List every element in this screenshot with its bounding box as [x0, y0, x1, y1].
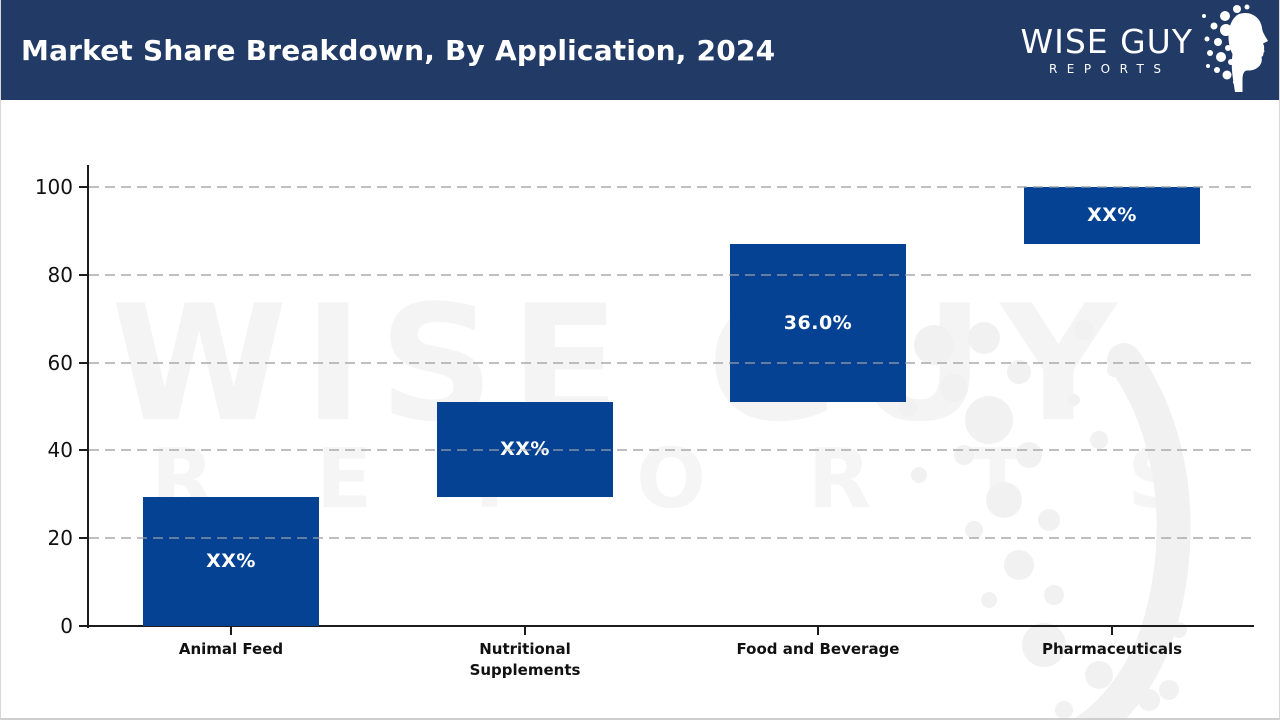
gridline-overlay: [89, 361, 1254, 364]
x-axis-tick: [817, 627, 819, 635]
gridline-overlay: [89, 273, 1254, 276]
x-axis-tick: [1111, 627, 1113, 635]
chart-area: WISE GUY REPORTS 0 20 40 60 80 100 XX% Animal F…: [1, 100, 1279, 718]
x-axis-tick: [524, 627, 526, 635]
bar-value-label: 36.0%: [783, 311, 853, 334]
x-axis-line: [87, 625, 1254, 627]
logo-wordmark: WISE GUY: [1020, 21, 1193, 61]
y-axis-tick-label: 40: [47, 438, 73, 463]
logo-subtitle: REPORTS: [1048, 61, 1171, 76]
y-axis-tick: [79, 449, 87, 452]
y-axis-tick: [79, 361, 87, 364]
y-axis-tick-label: 80: [47, 262, 73, 287]
page-title: Market Share Breakdown, By Application, …: [21, 33, 776, 67]
y-axis-tick: [79, 273, 87, 276]
header: Market Share Breakdown, By Application, …: [1, 0, 1279, 100]
y-axis-tick: [79, 186, 87, 188]
x-axis-category-label: Nutritional Supplements: [469, 640, 581, 679]
bar-value-label: XX%: [206, 550, 256, 573]
bar-value-label: XX%: [1087, 204, 1137, 227]
gridline-overlay: [89, 537, 1254, 540]
bar-food-and-beverage: 36.0%: [730, 243, 906, 402]
watermark-face-dots: [899, 320, 1191, 718]
y-axis-tick: [79, 625, 87, 627]
bar-value-label: XX%: [500, 438, 550, 461]
x-axis-category-label: Animal Feed: [178, 640, 284, 658]
bar-nutritional-supplements: XX%: [437, 401, 613, 497]
y-axis-tick: [79, 537, 87, 540]
y-axis-tick-label: 0: [60, 614, 73, 638]
waterfall-chart: 0 20 40 60 80 100 XX% Animal Feed XX% Nutritional…: [1, 100, 1279, 718]
gridline-overlay: [89, 449, 1254, 452]
wiseguy-logo: WISE GUY REPORTS: [1020, 0, 1273, 100]
gridline-overlay: [89, 186, 1254, 188]
logo-text: WISE GUY REPORTS: [1020, 21, 1193, 76]
x-axis-category-label: Food and Beverage: [736, 640, 900, 658]
y-axis-tick-label: 60: [47, 350, 73, 375]
bar-pharmaceuticals: XX%: [1024, 187, 1200, 244]
bar-animal-feed: XX%: [143, 496, 319, 626]
y-axis-tick-label: 100: [34, 175, 73, 199]
logo-head-icon: [1202, 4, 1268, 92]
y-axis-line: [87, 165, 89, 628]
x-axis-tick: [230, 627, 232, 635]
y-axis-tick-label: 20: [47, 526, 73, 551]
x-axis-category-label: Pharmaceuticals: [1041, 640, 1183, 658]
